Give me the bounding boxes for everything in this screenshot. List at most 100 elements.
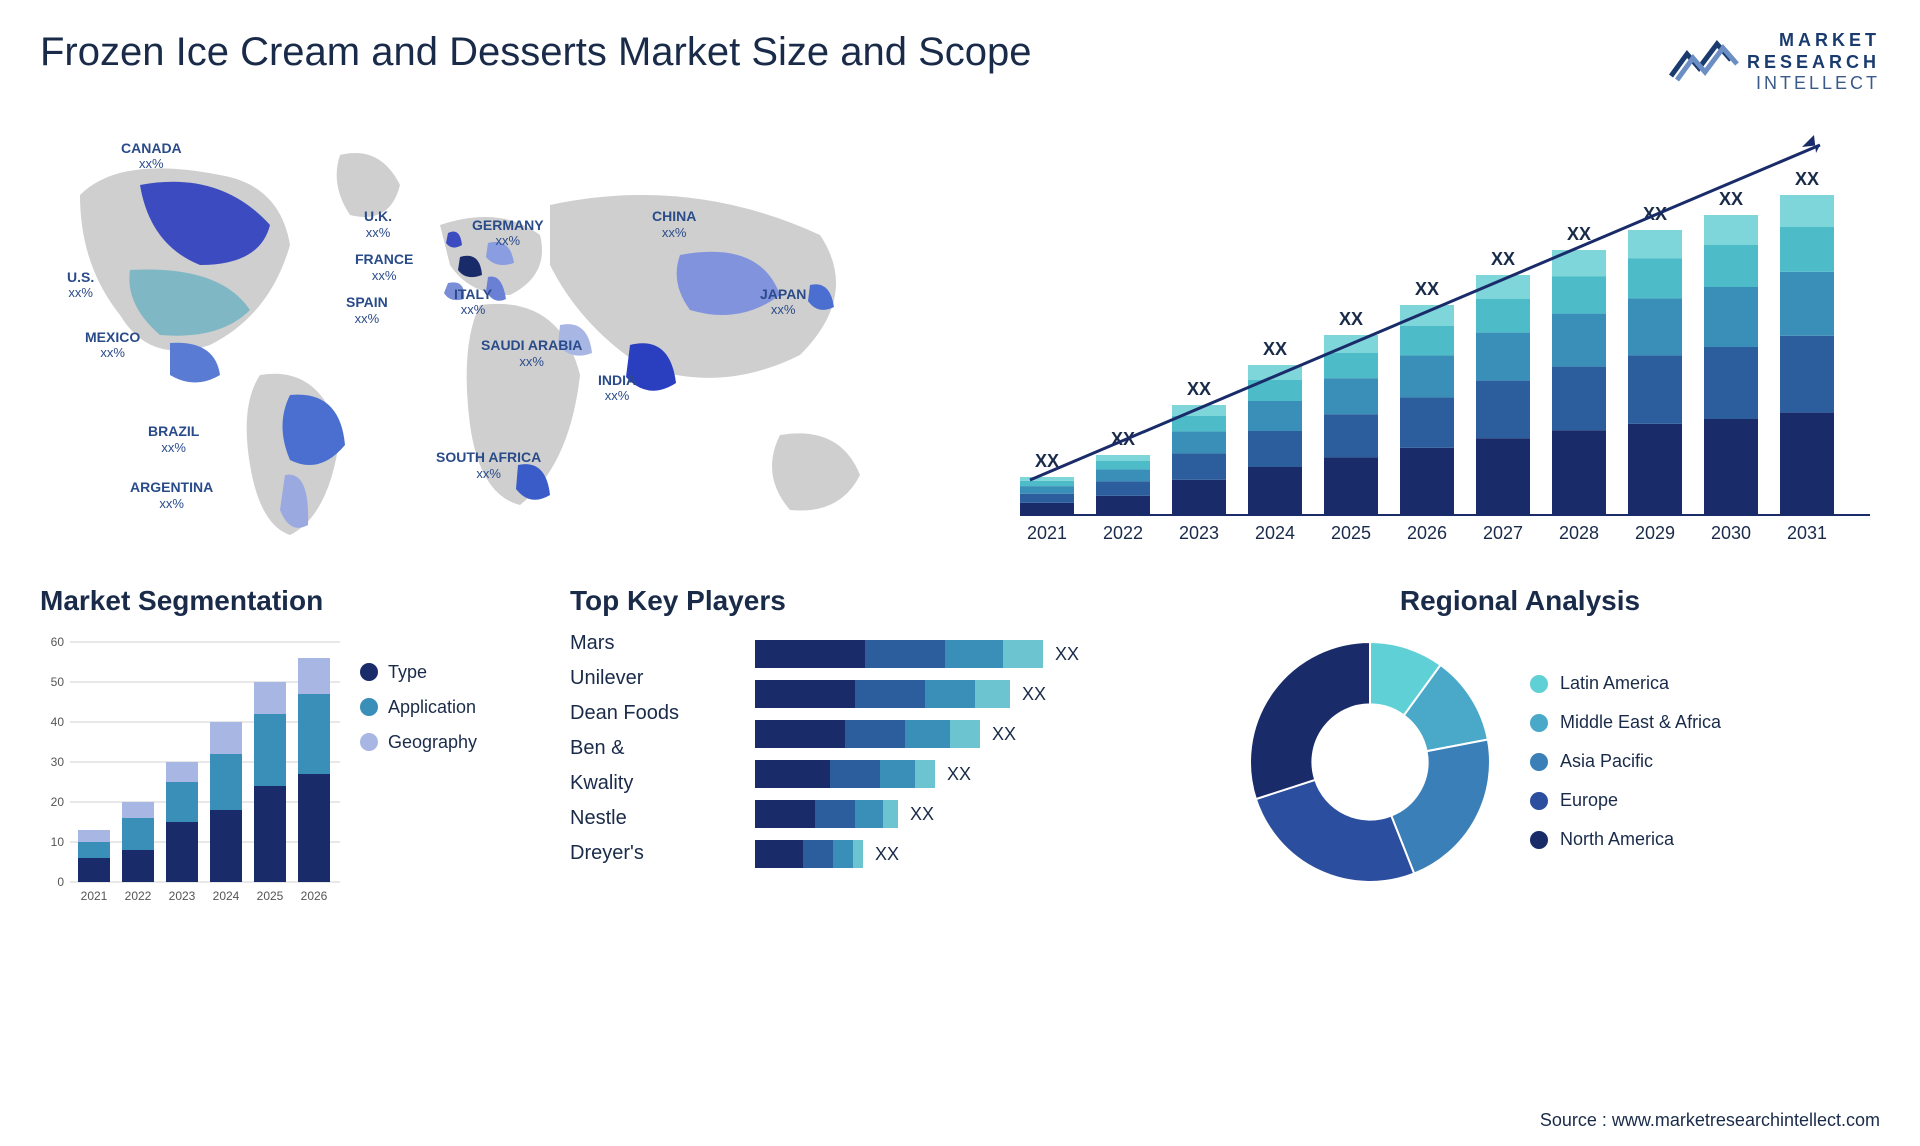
svg-text:2026: 2026 — [1407, 523, 1447, 543]
svg-text:2023: 2023 — [169, 889, 196, 903]
svg-text:XX: XX — [875, 844, 899, 864]
legend-label: Middle East & Africa — [1560, 712, 1721, 733]
svg-text:40: 40 — [51, 715, 65, 729]
svg-text:2030: 2030 — [1711, 523, 1751, 543]
legend-swatch — [1530, 831, 1548, 849]
legend-swatch — [1530, 753, 1548, 771]
svg-text:2021: 2021 — [81, 889, 108, 903]
map-country-label: ARGENTINAxx% — [130, 480, 213, 511]
svg-text:XX: XX — [1719, 189, 1743, 209]
legend-swatch — [360, 698, 378, 716]
svg-text:2027: 2027 — [1483, 523, 1523, 543]
map-country-label: SAUDI ARABIAxx% — [481, 338, 582, 369]
svg-text:XX: XX — [1415, 279, 1439, 299]
svg-text:2024: 2024 — [1255, 523, 1295, 543]
player-name: Unilever — [570, 667, 710, 690]
legend-label: Geography — [388, 732, 477, 753]
svg-text:2022: 2022 — [125, 889, 152, 903]
legend-item: Type — [360, 662, 477, 683]
map-country-label: U.S.xx% — [67, 270, 94, 301]
logo-mark-icon — [1669, 36, 1739, 89]
regional-donut-chart — [1240, 632, 1500, 892]
key-players-bar-chart: XX XX XX XX XX XX — [730, 632, 1210, 912]
legend-item: Geography — [360, 732, 477, 753]
player-name: Mars — [570, 632, 710, 655]
legend-label: Latin America — [1560, 673, 1669, 694]
svg-text:10: 10 — [51, 835, 65, 849]
svg-text:2023: 2023 — [1179, 523, 1219, 543]
player-name: Dean Foods — [570, 702, 710, 725]
segmentation-title: Market Segmentation — [40, 585, 540, 617]
map-country-label: FRANCExx% — [355, 252, 413, 283]
svg-text:XX: XX — [1187, 379, 1211, 399]
brand-logo: MARKET RESEARCH INTELLECT — [1669, 30, 1880, 95]
legend-label: North America — [1560, 829, 1674, 850]
svg-text:XX: XX — [910, 804, 934, 824]
svg-text:XX: XX — [947, 764, 971, 784]
growth-chart-panel: XX 2021 XX 2022 XX 2023 XX 2024 XX 2025 XX 2026 XX 20… — [980, 115, 1880, 545]
segmentation-legend: Type Application Geography — [360, 662, 477, 912]
svg-text:XX: XX — [1055, 644, 1079, 664]
legend-label: Europe — [1560, 790, 1618, 811]
svg-text:2022: 2022 — [1103, 523, 1143, 543]
legend-item: North America — [1530, 829, 1721, 850]
legend-item: Europe — [1530, 790, 1721, 811]
player-name: Ben & — [570, 737, 710, 760]
segmentation-bar-chart: 0102030405060202120222023202420252026 — [40, 632, 340, 912]
svg-text:60: 60 — [51, 635, 65, 649]
svg-text:20: 20 — [51, 795, 65, 809]
legend-swatch — [1530, 714, 1548, 732]
svg-text:2024: 2024 — [213, 889, 240, 903]
map-country-label: SOUTH AFRICAxx% — [436, 450, 541, 481]
map-country-label: CHINAxx% — [652, 209, 696, 240]
map-country-label: INDIAxx% — [598, 373, 636, 404]
svg-text:30: 30 — [51, 755, 65, 769]
svg-text:XX: XX — [1491, 249, 1515, 269]
svg-text:XX: XX — [992, 724, 1016, 744]
svg-text:2026: 2026 — [301, 889, 328, 903]
svg-text:XX: XX — [1022, 684, 1046, 704]
map-country-label: ITALYxx% — [454, 287, 492, 318]
svg-text:2021: 2021 — [1027, 523, 1067, 543]
map-country-label: CANADAxx% — [121, 141, 182, 172]
world-map-panel: CANADAxx% U.S.xx% MEXICOxx% BRAZILxx% ARGENT… — [40, 115, 940, 545]
svg-text:2028: 2028 — [1559, 523, 1599, 543]
legend-item: Middle East & Africa — [1530, 712, 1721, 733]
page-title: Frozen Ice Cream and Desserts Market Siz… — [40, 30, 1032, 75]
map-country-label: JAPANxx% — [760, 287, 806, 318]
legend-item: Asia Pacific — [1530, 751, 1721, 772]
logo-line3: INTELLECT — [1747, 73, 1880, 95]
key-players-panel: Top Key Players Mars Unilever Dean Foods Be… — [570, 585, 1210, 925]
segmentation-panel: Market Segmentation 01020304050602021202… — [40, 585, 540, 925]
player-name: Dreyer's — [570, 842, 710, 865]
svg-text:XX: XX — [1567, 224, 1591, 244]
regional-panel: Regional Analysis Latin America Middle Ea… — [1240, 585, 1800, 925]
legend-swatch — [1530, 792, 1548, 810]
player-name: Nestle — [570, 807, 710, 830]
key-players-title: Top Key Players — [570, 585, 1210, 617]
legend-label: Application — [388, 697, 476, 718]
legend-label: Asia Pacific — [1560, 751, 1653, 772]
source-attribution: Source : www.marketresearchintellect.com — [1540, 1110, 1880, 1131]
map-country-label: U.K.xx% — [364, 209, 392, 240]
regional-title: Regional Analysis — [1240, 585, 1800, 617]
svg-text:XX: XX — [1339, 309, 1363, 329]
svg-text:2029: 2029 — [1635, 523, 1675, 543]
regional-legend: Latin America Middle East & Africa Asia Pa… — [1530, 673, 1721, 850]
legend-item: Application — [360, 697, 477, 718]
legend-swatch — [1530, 675, 1548, 693]
growth-stacked-bar-chart: XX 2021 XX 2022 XX 2023 XX 2024 XX 2025 XX 2026 XX 20… — [980, 115, 1880, 545]
map-country-label: BRAZILxx% — [148, 424, 199, 455]
legend-label: Type — [388, 662, 427, 683]
key-players-list: Mars Unilever Dean Foods Ben & Kwality Nestle… — [570, 632, 710, 917]
logo-line2: RESEARCH — [1747, 52, 1880, 74]
map-country-label: GERMANYxx% — [472, 218, 544, 249]
map-country-label: MEXICOxx% — [85, 330, 140, 361]
svg-text:2031: 2031 — [1787, 523, 1827, 543]
map-country-label: SPAINxx% — [346, 295, 388, 326]
svg-text:XX: XX — [1795, 169, 1819, 189]
svg-text:2025: 2025 — [1331, 523, 1371, 543]
legend-swatch — [360, 733, 378, 751]
player-name: Kwality — [570, 772, 710, 795]
legend-swatch — [360, 663, 378, 681]
